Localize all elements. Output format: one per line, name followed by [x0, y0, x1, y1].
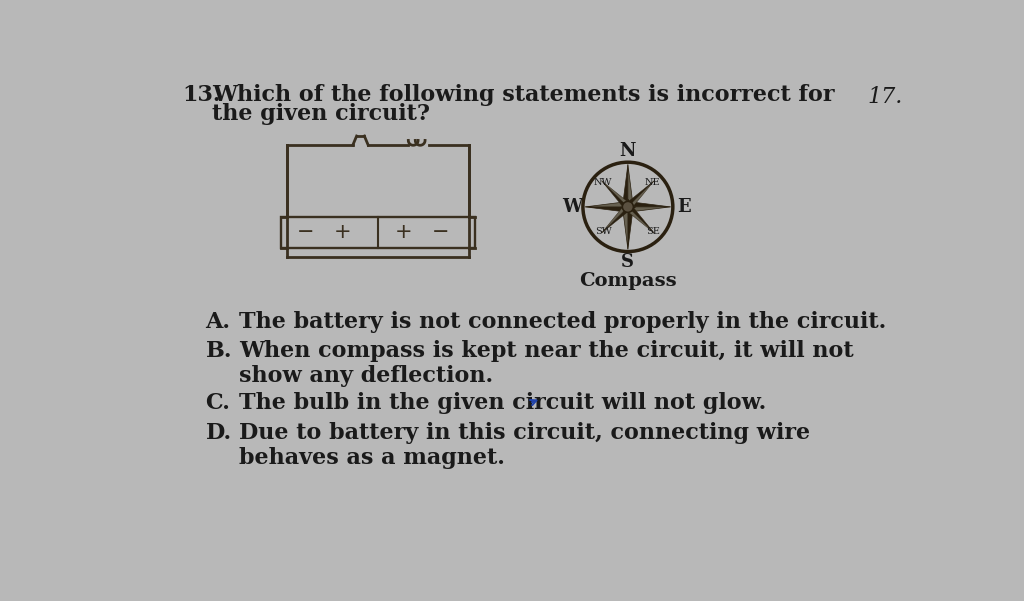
Text: B.: B.	[206, 340, 232, 362]
Text: D.: D.	[206, 422, 231, 444]
Polygon shape	[628, 165, 633, 215]
Text: C.: C.	[206, 392, 230, 415]
Text: SE: SE	[646, 227, 659, 236]
Polygon shape	[601, 181, 632, 211]
Polygon shape	[621, 201, 671, 207]
Text: S: S	[622, 253, 635, 271]
Text: −: −	[297, 222, 314, 242]
Text: The battery is not connected properly in the circuit.: The battery is not connected properly in…	[239, 311, 886, 333]
Text: N: N	[620, 142, 636, 160]
Text: NE: NE	[645, 178, 660, 187]
Polygon shape	[586, 207, 636, 212]
Text: Due to battery in this circuit, connecting wire
behaves as a magnet.: Due to battery in this circuit, connecti…	[239, 422, 810, 469]
Polygon shape	[628, 199, 633, 249]
Polygon shape	[601, 181, 632, 211]
Circle shape	[623, 201, 633, 212]
Text: The bulb in the given circuit will not glow.: The bulb in the given circuit will not g…	[239, 392, 766, 415]
Text: Compass: Compass	[579, 272, 677, 290]
Text: NW: NW	[594, 178, 612, 187]
Text: −: −	[431, 222, 449, 242]
Polygon shape	[624, 203, 654, 233]
Polygon shape	[624, 181, 654, 211]
Text: SW: SW	[595, 227, 611, 236]
Text: When compass is kept near the circuit, it will not
show any deflection.: When compass is kept near the circuit, i…	[239, 340, 853, 388]
Text: the given circuit?: the given circuit?	[212, 103, 430, 125]
Text: Which of the following statements is incorrect for: Which of the following statements is inc…	[212, 84, 835, 106]
Circle shape	[623, 201, 633, 212]
Polygon shape	[624, 203, 654, 233]
Text: 13.: 13.	[182, 84, 221, 106]
Text: E: E	[677, 198, 690, 216]
Polygon shape	[621, 207, 671, 212]
Text: +: +	[394, 222, 412, 242]
Polygon shape	[586, 201, 636, 207]
Polygon shape	[624, 181, 654, 211]
Text: A.: A.	[206, 311, 230, 333]
Text: W: W	[562, 198, 582, 216]
Text: +: +	[334, 222, 351, 242]
Bar	[281, 217, 475, 248]
Polygon shape	[623, 165, 628, 215]
Polygon shape	[601, 203, 632, 233]
Polygon shape	[623, 199, 628, 249]
Text: 17.: 17.	[867, 86, 903, 108]
Polygon shape	[601, 203, 632, 233]
